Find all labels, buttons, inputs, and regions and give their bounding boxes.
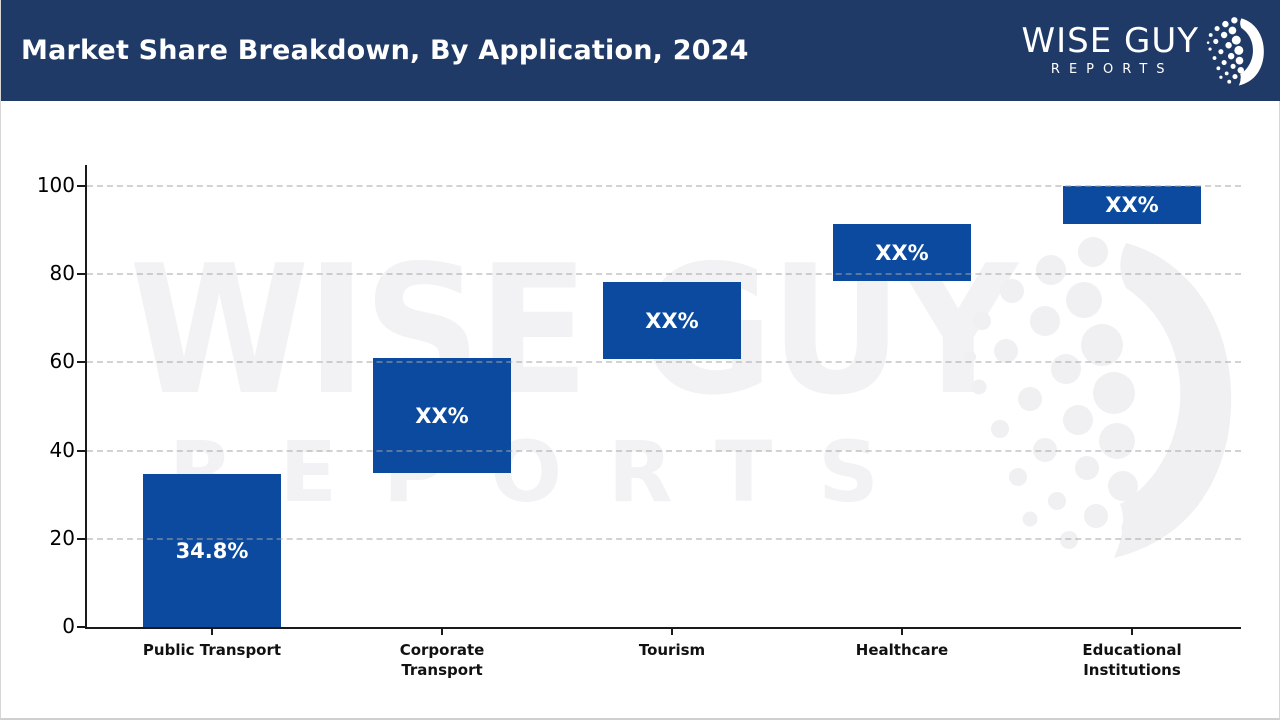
bar-healthcare: XX% (833, 224, 971, 281)
bar-public-transport: 34.8% (143, 474, 281, 627)
bar-value-label-public-transport: 34.8% (175, 538, 249, 563)
wiseguy-logo: WISE GUY REPORTS (1021, 9, 1267, 93)
y-tick-20 (77, 538, 85, 540)
x-tick-tourism (671, 629, 673, 635)
category-label-public-transport: Public Transport (142, 641, 282, 659)
category-label-corporate-transport: Corporate Transport (399, 641, 485, 680)
watermark-face-icon (946, 212, 1246, 580)
y-tick-label-20: 20 (49, 526, 75, 550)
y-tick-label-60: 60 (49, 349, 75, 373)
x-tick-corporate-transport (441, 629, 443, 635)
y-tick-label-40: 40 (49, 438, 75, 462)
bar-educational-institutions: XX% (1063, 186, 1201, 224)
y-tick-label-80: 80 (49, 261, 75, 285)
watermark-subtext: REPORTS (169, 423, 925, 521)
bar-value-label-healthcare: XX% (875, 240, 929, 265)
gridline-40 (87, 450, 1241, 452)
gridline-20 (87, 538, 1241, 540)
y-tick-0 (77, 626, 85, 628)
y-tick-label-0: 0 (62, 614, 75, 638)
bar-value-label-corporate-transport: XX% (415, 403, 469, 428)
header-banner: Market Share Breakdown, By Application, … (1, 0, 1280, 101)
y-tick-40 (77, 450, 85, 452)
y-tick-100 (77, 185, 85, 187)
category-label-tourism: Tourism (638, 641, 706, 659)
x-tick-public-transport (211, 629, 213, 635)
x-tick-healthcare (901, 629, 903, 635)
bar-tourism: XX% (603, 282, 741, 359)
page-title: Market Share Breakdown, By Application, … (21, 35, 749, 66)
y-tick-label-100: 100 (36, 173, 75, 197)
category-label-healthcare: Healthcare (855, 641, 949, 659)
gridline-100 (87, 185, 1241, 187)
gridline-80 (87, 273, 1241, 275)
face-logo-icon (1203, 9, 1267, 93)
bar-value-label-tourism: XX% (645, 308, 699, 333)
category-label-educational-institutions: Educational Institutions (1082, 641, 1182, 680)
gridline-60 (87, 361, 1241, 363)
y-axis-line (85, 165, 87, 628)
bar-corporate-transport: XX% (373, 358, 511, 473)
y-tick-60 (77, 361, 85, 363)
x-axis-line (85, 627, 1241, 629)
y-tick-80 (77, 273, 85, 275)
bar-value-label-educational-institutions: XX% (1105, 193, 1159, 217)
logo-subtext: REPORTS (1050, 61, 1174, 77)
x-tick-educational-institutions (1131, 629, 1133, 635)
logo-wordmark: WISE GUY (1021, 21, 1199, 62)
